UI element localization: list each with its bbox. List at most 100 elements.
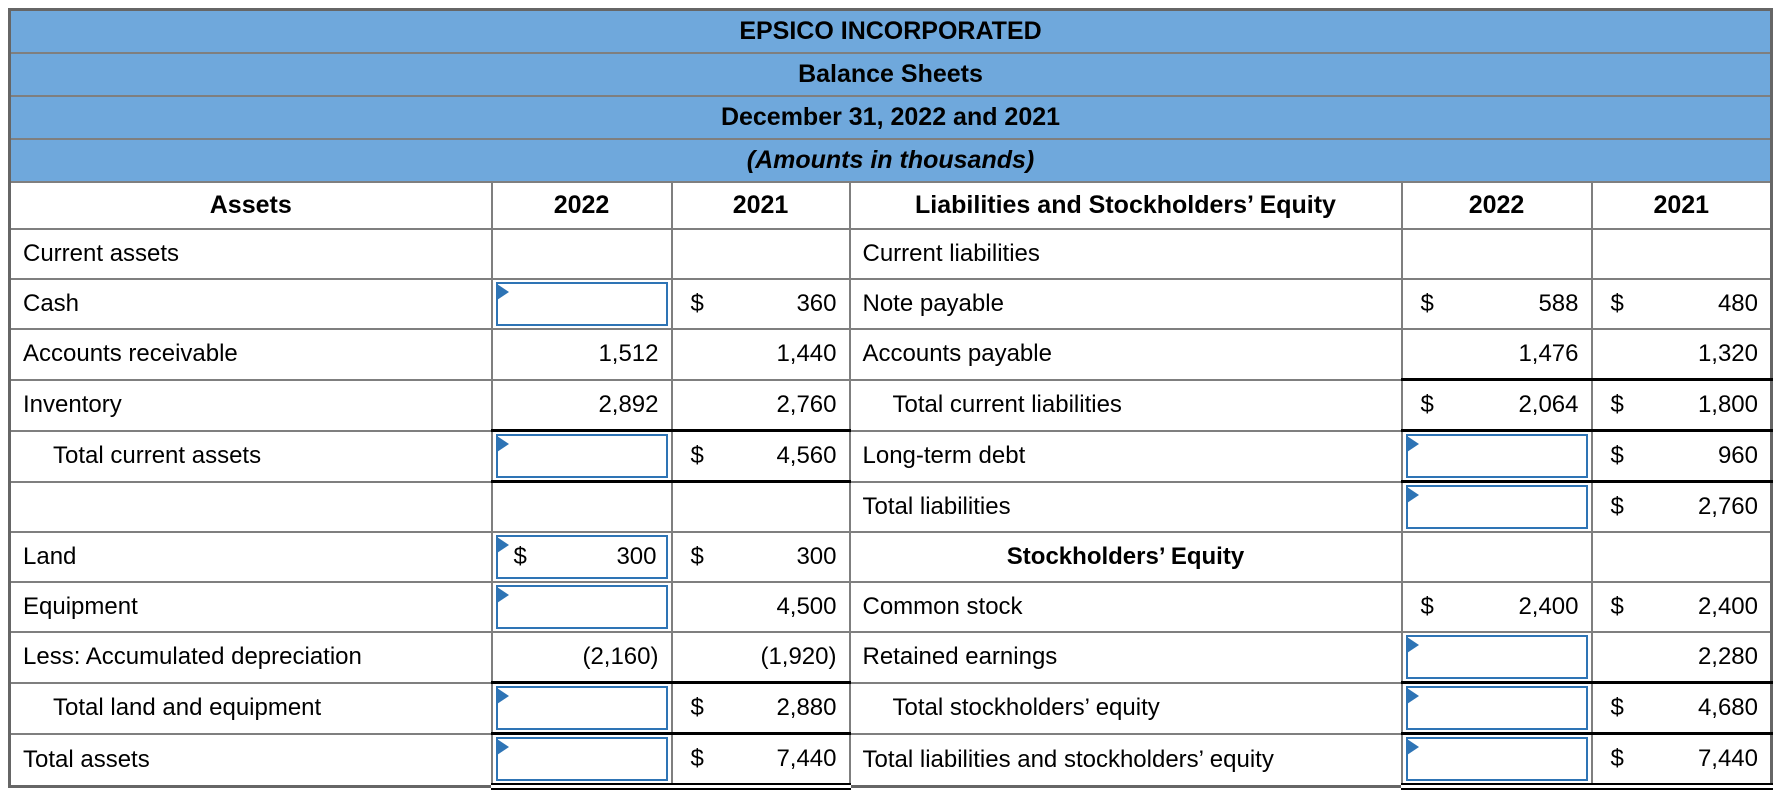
- input-flag-icon: [1406, 739, 1419, 755]
- col-header-2022-left: 2022: [490, 181, 673, 230]
- cell-value: 300: [616, 543, 657, 570]
- dollar-sign: $: [1420, 290, 1434, 317]
- money-value: 2,892: [494, 382, 670, 429]
- money-value: 1,320: [1594, 331, 1770, 378]
- value-cell: 1,476: [1400, 328, 1593, 381]
- money-value: 2,760: [674, 382, 848, 429]
- cell-value: 2,400: [1518, 593, 1579, 620]
- row-label: Equipment: [8, 581, 493, 633]
- value-cell: [1400, 732, 1593, 790]
- money-value: $7,440: [674, 737, 848, 780]
- row-label: Total land and equipment: [8, 681, 493, 735]
- cell-value: (2,160): [582, 643, 659, 670]
- row-label: Total stockholders’ equity: [848, 681, 1403, 735]
- table-row: Less: Accumulated depreciation (2,160) (1,…: [8, 631, 1773, 684]
- cell-value: 7,440: [776, 745, 837, 772]
- title-row: (Amounts in thousands): [8, 138, 1773, 183]
- dollar-sign: $: [690, 745, 704, 772]
- input-flag-icon: [496, 739, 509, 755]
- statement-title: Balance Sheets: [8, 52, 1773, 97]
- dollar-sign: $: [1610, 694, 1624, 721]
- value-cell: $7,440: [670, 732, 851, 790]
- cell-value: 1,440: [776, 340, 837, 368]
- cell-value: 360: [796, 290, 837, 317]
- value-cell: [1400, 429, 1593, 483]
- col-header-2021-left: 2021: [670, 181, 851, 230]
- cell-value: 2,880: [776, 694, 837, 721]
- cell-value: 480: [1717, 290, 1758, 317]
- input-flag-icon: [496, 537, 509, 553]
- cell-value: 2,064: [1518, 391, 1579, 418]
- answer-input[interactable]: [495, 282, 668, 326]
- cell-value: 4,680: [1697, 694, 1758, 721]
- row-label: [8, 480, 493, 533]
- row-label: Cash: [8, 278, 493, 330]
- value-cell: $960: [1590, 429, 1773, 483]
- value-cell: [490, 480, 673, 533]
- input-flag-icon: [496, 284, 509, 300]
- value-cell: $7,440: [1590, 732, 1773, 790]
- row-label: Current assets: [8, 228, 493, 280]
- dollar-sign: $: [1420, 593, 1434, 620]
- value-cell: [490, 732, 673, 790]
- amounts-note: (Amounts in thousands): [8, 138, 1773, 183]
- value-cell: $4,560: [670, 429, 851, 483]
- cell-value: 2,892: [598, 390, 659, 418]
- col-header-2022-right: 2022: [1400, 181, 1593, 230]
- value-cell: 2,760: [670, 378, 851, 432]
- row-label: Current liabilities: [848, 228, 1403, 280]
- value-cell: [1400, 681, 1593, 735]
- title-row: December 31, 2022 and 2021: [8, 95, 1773, 140]
- row-label: Inventory: [8, 378, 493, 432]
- row-label: Total liabilities: [848, 480, 1403, 533]
- money-value: $2,064: [1404, 383, 1590, 429]
- row-label: Accounts receivable: [8, 328, 493, 381]
- row-label: Total assets: [8, 732, 493, 788]
- title-row: Balance Sheets: [8, 52, 1773, 97]
- cell-value: 1,800: [1697, 391, 1758, 418]
- answer-input[interactable]: [1405, 635, 1588, 679]
- table-row: Total current assets $4,560 Long-term debt…: [8, 429, 1773, 483]
- answer-input[interactable]: $300: [495, 535, 668, 579]
- input-flag-icon: [1406, 436, 1419, 452]
- input-flag-icon: [496, 688, 509, 704]
- table-row: Total liabilities $2,760: [8, 480, 1773, 533]
- money-value: 4,500: [674, 584, 848, 630]
- value-cell: 2,280: [1590, 631, 1773, 684]
- dollar-sign: $: [690, 442, 704, 469]
- value-cell: 1,440: [670, 328, 851, 381]
- answer-input[interactable]: [495, 585, 668, 629]
- money-value: (2,160): [494, 634, 670, 681]
- balance-sheet-table: EPSICO INCORPORATED Balance Sheets Decembe…: [8, 8, 1773, 790]
- column-header-row: Assets 2022 2021 Liabilities and Stockholde…: [8, 181, 1773, 230]
- row-label: Land: [8, 531, 493, 583]
- answer-input[interactable]: [495, 434, 668, 478]
- answer-input[interactable]: [495, 737, 668, 780]
- cell-value: 2,400: [1697, 593, 1758, 620]
- value-cell: [490, 429, 673, 483]
- value-cell: $1,800: [1590, 378, 1773, 432]
- answer-input[interactable]: [495, 686, 668, 730]
- answer-input[interactable]: [1405, 686, 1588, 730]
- table-row: Total assets $7,440 Total liabilities and …: [8, 732, 1773, 790]
- value-cell: $360: [670, 278, 851, 330]
- answer-input[interactable]: [1405, 737, 1588, 780]
- money-value: $480: [1594, 281, 1770, 327]
- title-row: EPSICO INCORPORATED: [8, 8, 1773, 54]
- value-cell: [670, 228, 851, 280]
- money-value: $360: [674, 281, 848, 327]
- money-value: $2,400: [1404, 584, 1590, 630]
- dollar-sign: $: [1610, 493, 1624, 520]
- cell-value: 2,280: [1697, 643, 1758, 670]
- value-cell: [1400, 531, 1593, 583]
- answer-input[interactable]: [1405, 434, 1588, 478]
- dollar-sign: $: [1610, 442, 1624, 469]
- dollar-sign: $: [1610, 593, 1624, 620]
- money-value: $2,760: [1594, 484, 1770, 530]
- value-cell: (1,920): [670, 631, 851, 684]
- value-cell: $300: [670, 531, 851, 583]
- answer-input[interactable]: [1405, 485, 1588, 529]
- dollar-sign: $: [1610, 290, 1624, 317]
- value-cell: $300: [490, 531, 673, 583]
- dollar-sign: $: [690, 290, 704, 317]
